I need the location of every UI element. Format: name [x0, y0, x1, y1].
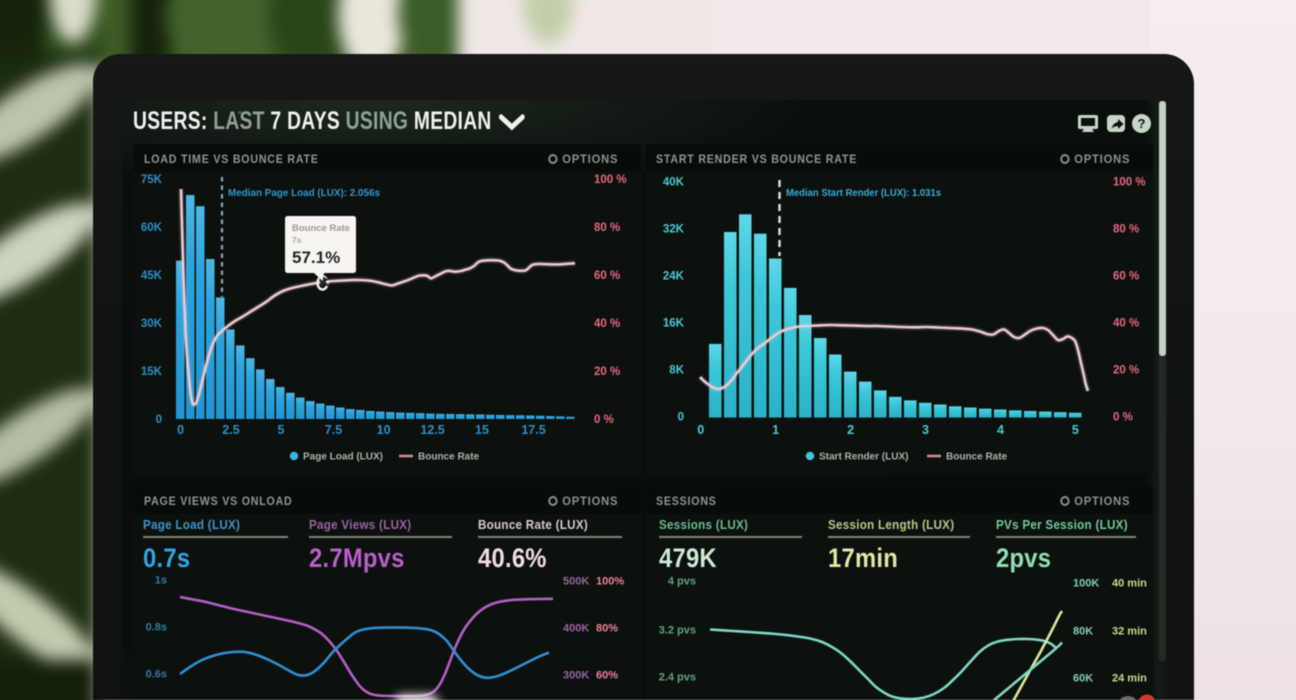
svg-text:15K: 15K: [141, 366, 163, 378]
svg-text:3: 3: [922, 423, 929, 437]
svg-text:0.8s: 0.8s: [146, 622, 167, 634]
svg-text:30K: 30K: [141, 318, 163, 330]
svg-text:100 %: 100 %: [1113, 177, 1146, 189]
svg-text:Median Start Render (LUX): 1.0: Median Start Render (LUX): 1.031s: [786, 187, 941, 199]
svg-text:0: 0: [156, 414, 162, 426]
svg-text:15: 15: [475, 423, 489, 437]
svg-text:12.5: 12.5: [420, 423, 444, 437]
svg-text:40 min: 40 min: [1112, 578, 1147, 590]
svg-text:0: 0: [697, 423, 704, 437]
svg-text:80 %: 80 %: [1113, 224, 1139, 236]
svg-text:0 %: 0 %: [1113, 412, 1133, 424]
svg-text:20 %: 20 %: [1113, 365, 1139, 377]
svg-text:Start Render (LUX): Start Render (LUX): [819, 452, 908, 463]
svg-text:16K: 16K: [663, 318, 685, 330]
svg-text:300K: 300K: [563, 670, 589, 682]
svg-text:2.4 pvs: 2.4 pvs: [659, 672, 696, 684]
svg-text:40 %: 40 %: [1113, 318, 1139, 330]
svg-text:0: 0: [678, 412, 684, 424]
svg-text:75K: 75K: [141, 174, 163, 186]
svg-text:500K: 500K: [563, 576, 589, 588]
svg-text:32 min: 32 min: [1112, 626, 1147, 638]
svg-text:0.6s: 0.6s: [146, 669, 167, 681]
svg-text:?: ?: [1138, 116, 1146, 131]
svg-text:0 %: 0 %: [594, 414, 614, 426]
svg-text:20 %: 20 %: [594, 366, 620, 378]
svg-text:100K: 100K: [1073, 578, 1099, 590]
svg-text:80 %: 80 %: [594, 222, 620, 234]
svg-text:80%: 80%: [596, 623, 618, 635]
svg-text:400K: 400K: [563, 623, 589, 635]
svg-text:2.5: 2.5: [222, 423, 239, 437]
svg-text:7s: 7s: [292, 235, 302, 245]
svg-text:32K: 32K: [663, 224, 685, 236]
svg-text:8K: 8K: [669, 365, 684, 377]
svg-text:3.2 pvs: 3.2 pvs: [659, 625, 696, 637]
svg-text:Bounce Rate: Bounce Rate: [292, 223, 350, 234]
svg-text:Median Page Load (LUX): 2.056s: Median Page Load (LUX): 2.056s: [228, 187, 380, 199]
svg-text:7.5: 7.5: [325, 423, 342, 437]
svg-text:40K: 40K: [663, 177, 685, 189]
svg-text:0: 0: [177, 423, 184, 437]
svg-text:40 %: 40 %: [594, 318, 620, 330]
svg-text:1: 1: [772, 423, 779, 437]
svg-text:24K: 24K: [663, 271, 685, 283]
svg-text:2: 2: [847, 423, 854, 437]
svg-text:17.5: 17.5: [521, 423, 545, 437]
svg-text:5: 5: [1072, 423, 1079, 437]
svg-text:80K: 80K: [1073, 626, 1093, 638]
svg-text:45K: 45K: [141, 270, 163, 282]
svg-text:60 %: 60 %: [594, 270, 620, 282]
svg-text:60%: 60%: [596, 670, 618, 682]
svg-text:60K: 60K: [1073, 673, 1093, 685]
svg-text:60K: 60K: [141, 222, 163, 234]
svg-text:1s: 1s: [155, 575, 167, 587]
svg-text:10: 10: [377, 423, 391, 437]
svg-text:100%: 100%: [596, 576, 624, 588]
svg-text:4: 4: [997, 423, 1004, 437]
svg-text:4 pvs: 4 pvs: [668, 576, 696, 588]
svg-text:60 %: 60 %: [1113, 271, 1139, 283]
svg-text:5: 5: [278, 423, 285, 437]
svg-text:57.1%: 57.1%: [292, 248, 340, 267]
svg-text:100 %: 100 %: [594, 174, 627, 186]
svg-text:Bounce Rate: Bounce Rate: [946, 452, 1008, 463]
svg-text:24 min: 24 min: [1112, 673, 1147, 685]
svg-text:Page Load (LUX): Page Load (LUX): [303, 452, 383, 463]
svg-text:Bounce Rate: Bounce Rate: [418, 452, 480, 463]
